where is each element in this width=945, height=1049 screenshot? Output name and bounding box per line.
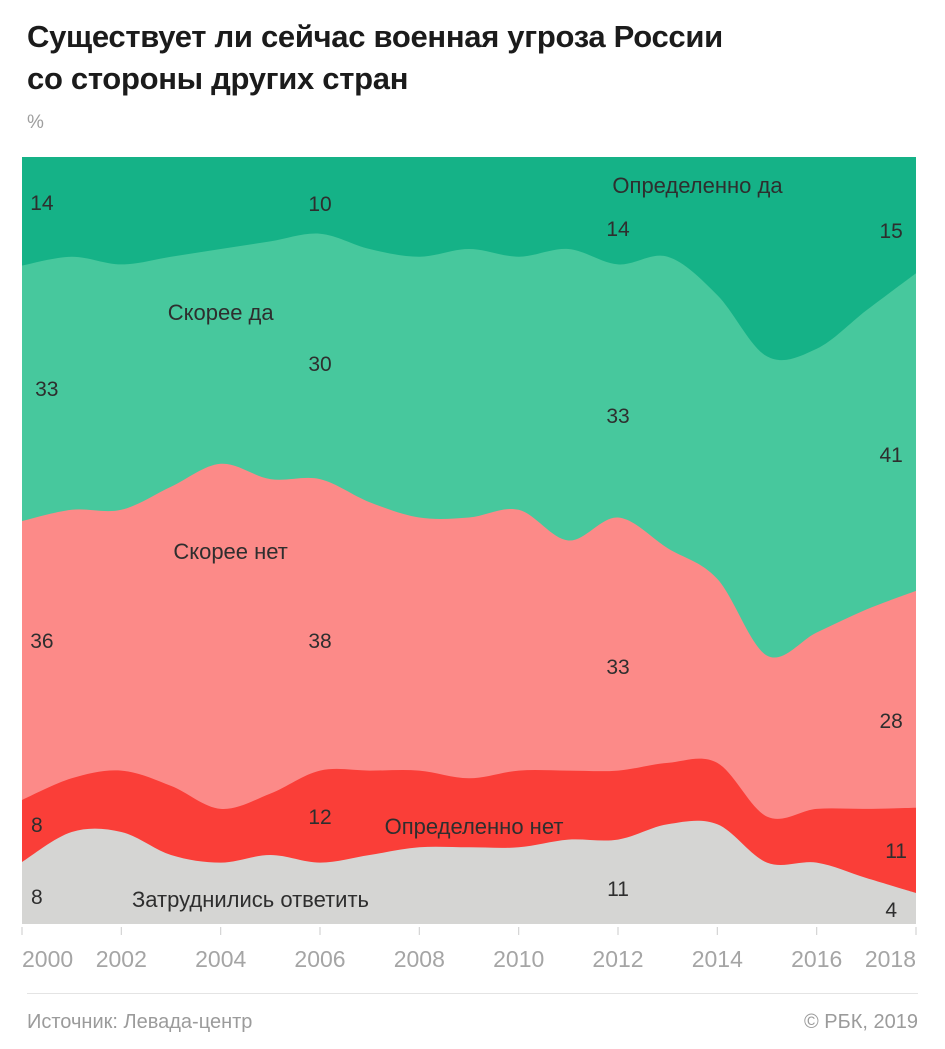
rather-yes-area: [22, 157, 916, 658]
x-axis-label-2010: 2010: [493, 946, 544, 972]
page-title: Существует ли сейчас военная угроза Росс…: [27, 16, 927, 100]
x-axis-label-2018: 2018: [865, 946, 916, 972]
x-axis-label-2016: 2016: [791, 946, 842, 972]
definitely-yes-area: [22, 157, 916, 361]
unit-label: %: [27, 112, 44, 133]
x-axis-label-2006: 2006: [294, 946, 345, 972]
x-axis-label-2004: 2004: [195, 946, 246, 972]
x-axis-label-2000: 2000: [22, 946, 73, 972]
source-credit: Источник: Левада-центр: [27, 1011, 253, 1033]
footer-divider: [27, 993, 918, 994]
copyright: © РБК, 2019: [803, 1011, 918, 1033]
x-axis-label-2002: 2002: [96, 946, 147, 972]
x-axis-label-2008: 2008: [394, 946, 445, 972]
stacked-area-chart: 2000 2002 2004 2006 2008 2010 2012 2014 2016 2018: [21, 157, 917, 972]
x-axis-label-2012: 2012: [592, 946, 643, 972]
x-axis-label-2014: 2014: [692, 946, 743, 972]
footer: Источник: Левада-центр © РБК, 2019: [27, 1011, 918, 1034]
chart-area: 2000 2002 2004 2006 2008 2010 2012 2014 2016 2018…: [21, 157, 917, 987]
page-title-line1: Существует ли сейчас военная угроза Росс…: [27, 19, 723, 54]
page-title-line2: со стороны других стран: [27, 61, 409, 96]
